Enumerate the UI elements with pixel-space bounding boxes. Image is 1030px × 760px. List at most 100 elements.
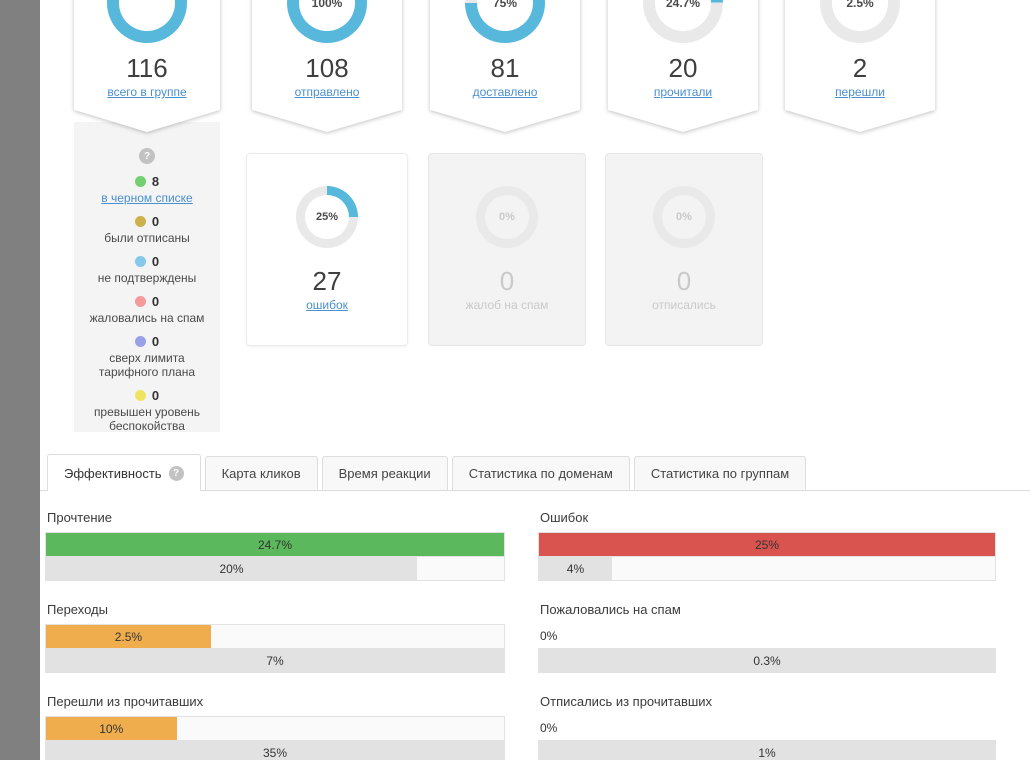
metric-error-rate: Ошибок 25% 4% <box>538 510 996 581</box>
metric-bars: 25% 4% <box>538 532 996 581</box>
value-label: 0% <box>540 629 558 643</box>
average-fill: 7% <box>46 649 504 672</box>
legend-count: 0 <box>151 334 160 349</box>
metric-bars: 10% 35% <box>45 716 505 760</box>
value-fill: 24.7% <box>46 533 504 556</box>
donut-chart: 24.7% <box>643 0 723 43</box>
legend-item: 0 не подтверждены <box>82 254 212 285</box>
detail-card-unsubscribed: 0% 0 отписались <box>605 153 763 346</box>
effectiveness-left-column: Прочтение 24.7% 20% Переходы 2.5% 7% <box>45 510 505 760</box>
card-link[interactable]: перешли <box>835 85 885 99</box>
donut-percent: 2.5% <box>846 0 874 10</box>
donut-chart: 0% <box>653 186 715 248</box>
legend-dot <box>134 176 146 187</box>
donut-hole: 24.7% <box>655 0 711 31</box>
value-fill: 10% <box>46 717 177 740</box>
average-fill: 20% <box>46 557 417 580</box>
legend-label: сверх лимита тарифного плана <box>98 351 196 379</box>
donut-hole: 75% <box>477 0 533 31</box>
legend-label: жаловались на спам <box>89 311 205 325</box>
tab-label: Статистика по группам <box>650 466 790 481</box>
average-bar: 20% <box>46 556 504 580</box>
card-value: 81 <box>490 53 520 83</box>
metric-spam-rate: Пожаловались на спам 0% 0.3% <box>538 602 996 673</box>
donut-percent: 24.7% <box>665 0 701 10</box>
legend-dot <box>134 336 146 347</box>
tab-label: Статистика по доменам <box>468 466 613 481</box>
statistics-tabs: Эффективность ? Карта кликов Время реакц… <box>47 454 807 491</box>
tab-domain-stats[interactable]: Статистика по доменам <box>451 456 630 490</box>
metric-bars: 24.7% 20% <box>45 532 505 581</box>
legend-label: превышен уровень беспокойства <box>93 405 201 433</box>
legend-label-link[interactable]: в черном списке <box>101 191 193 205</box>
average-fill: 4% <box>539 557 612 580</box>
metric-click-rate: Переходы 2.5% 7% <box>45 602 505 673</box>
help-icon[interactable]: ? <box>139 148 155 164</box>
average-bar: 7% <box>46 648 504 672</box>
value-bar: 10% <box>46 717 504 740</box>
donut-hole: 0% <box>662 195 706 239</box>
card-value: 20 <box>668 53 698 83</box>
average-bar: 4% <box>539 556 995 580</box>
summary-card-clicked: 2.5% 2 перешли <box>785 0 935 132</box>
donut-hole: 100% <box>299 0 355 31</box>
legend-dot <box>134 296 146 307</box>
tab-effectiveness[interactable]: Эффективность ? <box>47 454 201 491</box>
average-fill: 35% <box>46 741 504 760</box>
donut-hole <box>119 0 175 31</box>
card-link[interactable]: доставлено <box>472 85 538 99</box>
legend-count: 0 <box>151 294 160 309</box>
tab-group-stats[interactable]: Статистика по группам <box>633 456 807 490</box>
card-value: 27 <box>312 266 342 296</box>
summary-card-read: 24.7% 20 прочитали <box>608 0 758 132</box>
value-label: 0% <box>540 721 558 735</box>
metric-click-of-read: Перешли из прочитавших 10% 35% <box>45 694 505 760</box>
donut-percent: 25% <box>315 211 339 223</box>
donut-hole: 25% <box>305 195 349 239</box>
tab-label: Эффективность <box>64 465 162 481</box>
card-link[interactable]: всего в группе <box>107 85 187 99</box>
legend-item: 0 жаловались на спам <box>82 294 212 325</box>
metric-title: Прочтение <box>47 510 112 525</box>
card-value: 0 <box>499 266 515 296</box>
detail-card-errors: 25% 27 ошибок <box>246 153 408 346</box>
donut-percent: 75% <box>492 0 518 10</box>
legend-count: 0 <box>151 214 160 229</box>
value-fill: 25% <box>539 533 995 556</box>
legend-item: 0 сверх лимита тарифного плана <box>82 334 212 379</box>
summary-card-sent: 100% 108 отправлено <box>252 0 402 132</box>
legend-dot <box>134 256 146 267</box>
average-bar: 0.3% <box>539 649 995 672</box>
contacts-legend-panel: ? 8 в черном списке 0 были отписаны 0 не… <box>74 122 220 433</box>
card-link[interactable]: отправлено <box>294 85 360 99</box>
metric-title: Отписались из прочитавших <box>540 694 713 709</box>
detail-card-spam: 0% 0 жалоб на спам <box>428 153 586 346</box>
value-bar: 2.5% <box>46 625 504 648</box>
legend-item: 8 в черном списке <box>82 174 212 205</box>
legend-label: не подтверждены <box>97 271 197 285</box>
average-fill: 1% <box>539 741 995 760</box>
metric-bars: 1% <box>538 740 996 760</box>
tab-click-map[interactable]: Карта кликов <box>204 456 318 490</box>
legend-item: 0 были отписаны <box>82 214 212 245</box>
card-value: 116 <box>126 53 168 83</box>
tab-label: Карта кликов <box>221 466 301 481</box>
card-label: жалоб на спам <box>465 298 549 312</box>
donut-chart: 2.5% <box>820 0 900 43</box>
donut-chart: 75% <box>465 0 545 43</box>
metric-bars: 2.5% 7% <box>45 624 505 673</box>
effectiveness-right-column: Ошибок 25% 4% Пожаловались на спам 0% 0.… <box>538 510 996 760</box>
tab-reaction-time[interactable]: Время реакции <box>321 456 448 490</box>
metric-unsub-rate: Отписались из прочитавших 0% 1% <box>538 694 996 760</box>
tab-divider-line <box>40 490 1030 491</box>
average-bar: 35% <box>46 740 504 760</box>
metric-title: Переходы <box>47 602 108 617</box>
card-link[interactable]: ошибок <box>306 298 348 312</box>
tab-label: Время реакции <box>338 466 431 481</box>
card-link[interactable]: прочитали <box>653 85 713 99</box>
average-bar: 1% <box>539 741 995 760</box>
value-bar: 24.7% <box>46 533 504 556</box>
card-value: 0 <box>676 266 692 296</box>
help-icon[interactable]: ? <box>168 465 184 481</box>
metric-title: Ошибок <box>540 510 589 525</box>
